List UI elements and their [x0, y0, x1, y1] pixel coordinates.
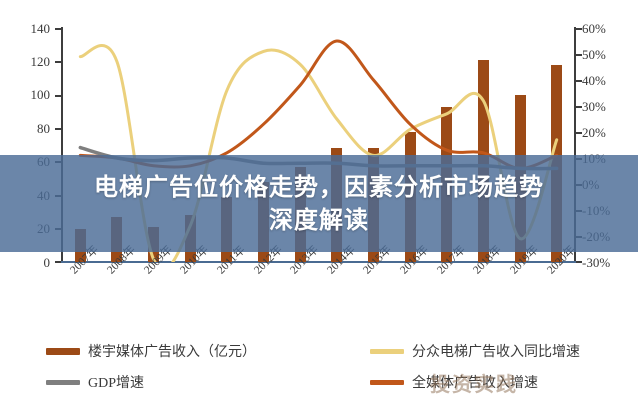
legend-item-allmedia-growth: 全媒体广告收入增速 [370, 372, 538, 392]
legend-swatch-allmedia-line [370, 379, 404, 385]
y-axis-left-tick-80: 80 [37, 121, 50, 136]
x-axis-line [61, 261, 576, 263]
legend-swatch-focus-line [370, 348, 404, 354]
y-axis-right-tick-60: 60% [582, 21, 606, 36]
y-axis-right-tick-20: 20% [582, 125, 606, 140]
banner-title-line-2: 深度解读 [269, 205, 369, 234]
y-axis-right-tick-40: 40% [582, 73, 606, 88]
legend-item-focus-elevator-growth: 分众电梯广告收入同比增速 [370, 341, 580, 361]
watermark-text: 投资实践 [430, 372, 518, 396]
y-axis-right-line [574, 27, 576, 263]
legend-item-gdp-growth: GDP增速 [46, 372, 144, 392]
legend-swatch-bar [46, 347, 80, 355]
banner-title-line-1: 电梯广告位价格走势，因素分析市场趋势 [94, 173, 544, 202]
y-axis-left-tick-0: 0 [43, 255, 51, 270]
y-axis-left-tick-120: 120 [30, 54, 51, 69]
legend-label-gdp-growth: GDP增速 [88, 376, 145, 391]
title-banner-overlay: 电梯广告位价格走势，因素分析市场趋势 深度解读 [0, 155, 638, 252]
legend-label-allmedia-growth: 全媒体广告收入增速 [412, 376, 538, 391]
legend-item-building-media-revenue: 楼宇媒体广告收入（亿元） [46, 341, 256, 361]
y-axis-left-tick-140: 140 [30, 21, 51, 36]
y-axis-right-tick-30: 30% [582, 99, 606, 114]
y-axis-left-tick-100: 100 [30, 87, 51, 102]
y-axis-left-line [61, 27, 63, 263]
y-axis-right-tick-50: 50% [582, 47, 606, 62]
legend-swatch-gdp-line [46, 379, 80, 385]
legend-label-focus-elevator-growth: 分众电梯广告收入同比增速 [412, 345, 580, 360]
y-axis-right-tick-m30: -30% [582, 255, 611, 270]
legend-label-building-media-revenue: 楼宇媒体广告收入（亿元） [88, 345, 256, 360]
chart-legend: 楼宇媒体广告收入（亿元） GDP增速 分众电梯广告收入同比增速 全媒体广告收入增… [0, 332, 638, 400]
